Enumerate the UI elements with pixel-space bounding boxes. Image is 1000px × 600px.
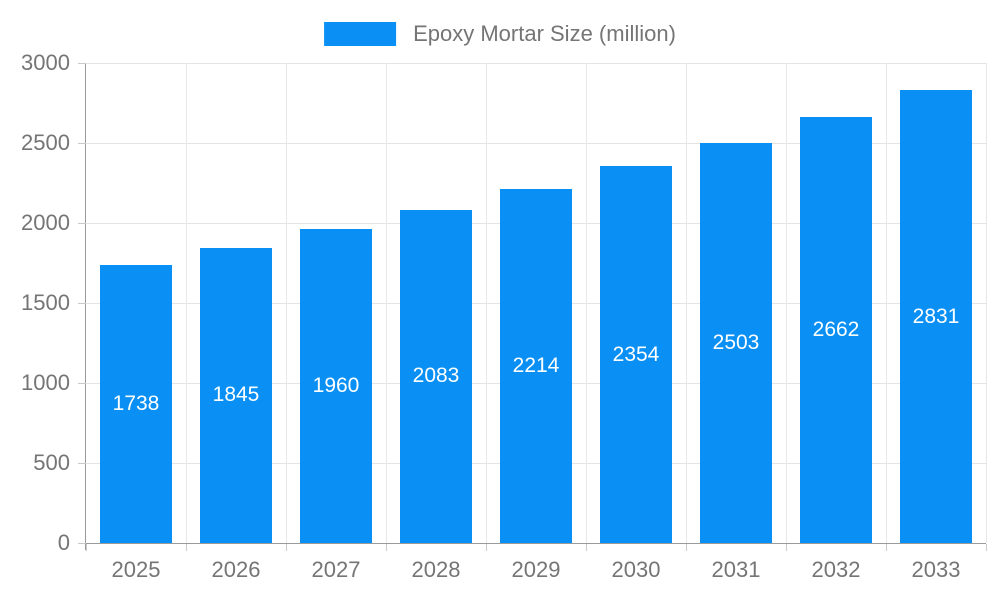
x-axis-tick bbox=[386, 544, 387, 551]
y-axis-label: 0 bbox=[57, 530, 70, 555]
y-axis-tick bbox=[78, 463, 86, 464]
y-axis-tick bbox=[78, 303, 86, 304]
bar: 2083 bbox=[400, 209, 472, 543]
x-axis-tick bbox=[286, 544, 287, 551]
bar: 2662 bbox=[800, 117, 872, 543]
gridline-vertical bbox=[186, 63, 187, 543]
legend[interactable]: Epoxy Mortar Size (million) bbox=[324, 21, 676, 47]
plot-area: 1738 1845 1960 2083 2214 2354 2503 2662 2831 bbox=[86, 63, 987, 543]
y-axis-label: 2000 bbox=[21, 210, 70, 235]
y-axis-label: 2500 bbox=[21, 130, 70, 155]
gridline-vertical bbox=[486, 63, 487, 543]
gridline-vertical bbox=[586, 63, 587, 543]
bar: 2831 bbox=[900, 90, 972, 543]
x-axis-tick bbox=[986, 544, 987, 551]
bar-value-label: 1845 bbox=[212, 383, 260, 407]
x-axis-tick bbox=[886, 544, 887, 551]
bar-value-label: 1738 bbox=[112, 391, 160, 415]
x-axis-label: 2030 bbox=[611, 557, 661, 582]
legend-swatch bbox=[324, 22, 397, 46]
y-axis-tick bbox=[78, 543, 86, 544]
y-axis-tick bbox=[78, 143, 86, 144]
x-axis-label: 2033 bbox=[911, 557, 961, 582]
bar-value-label: 2214 bbox=[512, 353, 560, 377]
y-axis-tick bbox=[78, 383, 86, 384]
y-axis-tick bbox=[78, 223, 86, 224]
bar-value-label: 2831 bbox=[912, 304, 960, 328]
y-axis-label: 3000 bbox=[21, 50, 70, 75]
x-axis-label: 2031 bbox=[711, 557, 761, 582]
bar-value-label: 1960 bbox=[312, 374, 360, 398]
legend-label: Epoxy Mortar Size (million) bbox=[413, 21, 676, 46]
x-axis-label: 2027 bbox=[311, 557, 361, 582]
x-axis-line bbox=[78, 543, 986, 544]
y-axis-tick bbox=[78, 63, 86, 64]
y-axis-label: 1000 bbox=[21, 370, 70, 395]
gridline-horizontal bbox=[86, 143, 986, 144]
bar-value-label: 2083 bbox=[412, 364, 460, 388]
gridline-vertical bbox=[686, 63, 687, 543]
bar: 1960 bbox=[300, 229, 372, 543]
gridline-horizontal bbox=[86, 63, 986, 64]
x-axis-tick bbox=[86, 544, 87, 551]
y-axis-label: 1500 bbox=[21, 290, 70, 315]
bar-value-label: 2662 bbox=[812, 318, 860, 342]
gridline-vertical bbox=[786, 63, 787, 543]
x-axis-label: 2025 bbox=[111, 557, 161, 582]
y-axis-label: 500 bbox=[33, 450, 70, 475]
x-axis-tick bbox=[186, 544, 187, 551]
bar: 2354 bbox=[600, 166, 672, 543]
bar: 1845 bbox=[200, 247, 272, 543]
bar-value-label: 2354 bbox=[612, 342, 660, 366]
bar-value-label: 2503 bbox=[712, 330, 760, 354]
gridline-vertical bbox=[886, 63, 887, 543]
bar: 2503 bbox=[700, 142, 772, 543]
bar: 2214 bbox=[500, 188, 572, 543]
x-axis-label: 2032 bbox=[811, 557, 861, 582]
gridline-vertical bbox=[286, 63, 287, 543]
y-axis-line bbox=[85, 63, 86, 550]
gridline-vertical bbox=[986, 63, 987, 543]
bar: 1738 bbox=[100, 264, 172, 543]
x-axis-label: 2026 bbox=[211, 557, 261, 582]
x-axis-tick bbox=[786, 544, 787, 551]
x-axis-label: 2029 bbox=[511, 557, 561, 582]
gridline-vertical bbox=[386, 63, 387, 543]
x-axis-tick bbox=[586, 544, 587, 551]
x-axis-tick bbox=[486, 544, 487, 551]
x-axis-tick bbox=[686, 544, 687, 551]
x-axis-label: 2028 bbox=[411, 557, 461, 582]
